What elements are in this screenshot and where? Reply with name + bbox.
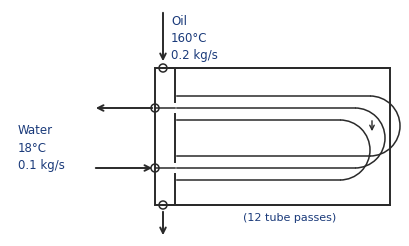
Text: Oil
160°C
0.2 kg/s: Oil 160°C 0.2 kg/s: [171, 15, 218, 62]
Bar: [155, 68, 390, 205]
Text: (12 tube passes): (12 tube passes): [243, 213, 337, 223]
Text: Water
18°C
0.1 kg/s: Water 18°C 0.1 kg/s: [18, 124, 65, 171]
